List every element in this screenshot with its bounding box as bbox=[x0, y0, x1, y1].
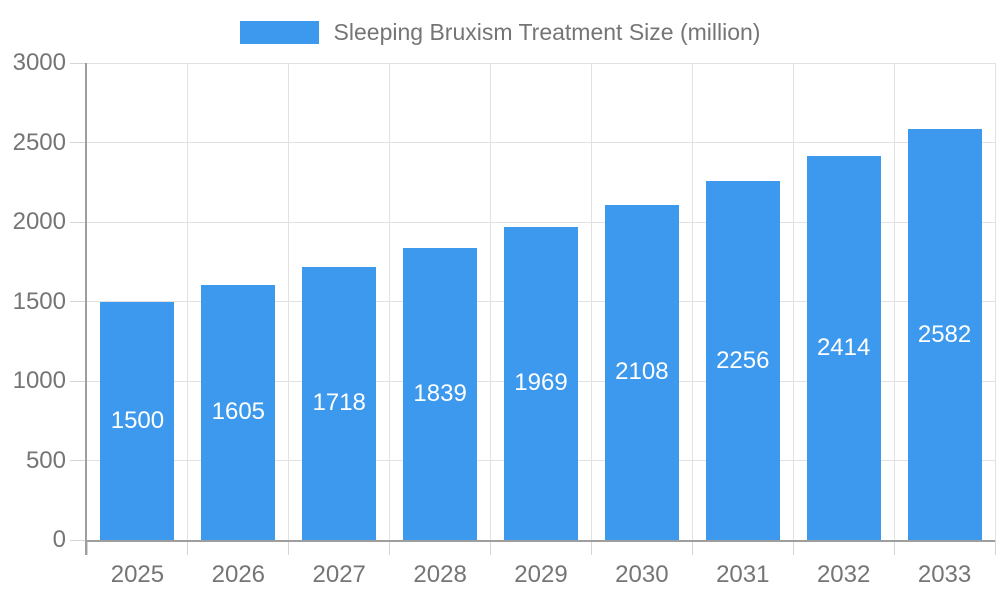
y-axis-tick bbox=[70, 380, 87, 382]
x-axis-label: 2027 bbox=[312, 561, 366, 588]
bar bbox=[604, 204, 679, 540]
bar bbox=[806, 156, 881, 540]
bar-value-label: 1839 bbox=[413, 379, 467, 407]
x-axis-label: 2028 bbox=[413, 561, 467, 588]
x-axis-tick bbox=[691, 540, 693, 555]
bar-value-label: 2414 bbox=[816, 334, 871, 362]
x-gridline bbox=[792, 63, 794, 540]
legend-swatch bbox=[239, 20, 319, 44]
bar bbox=[201, 284, 276, 540]
bar-value-label: 2582 bbox=[917, 320, 972, 348]
x-gridline bbox=[994, 63, 996, 540]
bar bbox=[100, 301, 175, 540]
x-axis-tick bbox=[288, 540, 290, 555]
x-axis-tick bbox=[490, 540, 492, 555]
y-axis-label: 3000 bbox=[12, 49, 66, 76]
y-axis-tick bbox=[70, 142, 87, 143]
x-gridline bbox=[590, 63, 592, 540]
x-axis-label: 2030 bbox=[615, 561, 669, 588]
bar-value-label: 1500 bbox=[110, 406, 165, 434]
y-axis-label: 1000 bbox=[12, 367, 66, 394]
x-axis-label: 2025 bbox=[110, 561, 165, 588]
y-axis-label: 500 bbox=[25, 446, 66, 474]
y-axis-tick bbox=[70, 62, 87, 64]
y-axis-tick bbox=[70, 221, 87, 223]
bar bbox=[907, 129, 982, 540]
x-axis-label: 2029 bbox=[514, 561, 568, 588]
x-gridline bbox=[691, 63, 693, 540]
x-axis-tick bbox=[389, 540, 391, 555]
x-gridline bbox=[187, 63, 189, 540]
bar bbox=[302, 266, 377, 540]
x-axis-tick bbox=[994, 540, 996, 555]
x-axis-tick bbox=[590, 540, 592, 555]
x-gridline bbox=[288, 63, 290, 540]
bar bbox=[403, 247, 478, 540]
bar-value-label: 2256 bbox=[716, 346, 770, 374]
x-gridline bbox=[490, 63, 492, 540]
y-axis-label: 1500 bbox=[12, 287, 66, 315]
chart-legend: Sleeping Bruxism Treatment Size (million… bbox=[0, 18, 1000, 46]
x-axis-tick bbox=[187, 540, 189, 555]
bar-value-label: 1969 bbox=[514, 369, 568, 397]
x-axis-tick bbox=[893, 540, 895, 555]
y-axis-line bbox=[85, 63, 87, 555]
x-axis-label: 2031 bbox=[716, 561, 770, 588]
bar bbox=[504, 226, 578, 540]
y-axis-label: 2000 bbox=[12, 208, 66, 235]
x-gridline bbox=[893, 63, 895, 540]
x-axis-label: 2033 bbox=[917, 561, 972, 588]
y-gridline bbox=[87, 142, 995, 143]
x-axis-tick bbox=[86, 540, 88, 555]
y-axis-label: 0 bbox=[52, 526, 66, 553]
y-axis-tick bbox=[70, 460, 87, 461]
x-gridline bbox=[389, 63, 391, 540]
y-axis-tick bbox=[70, 539, 87, 541]
y-axis-tick bbox=[70, 301, 87, 302]
bar-value-label: 2108 bbox=[615, 358, 669, 386]
y-axis-label: 2500 bbox=[12, 128, 66, 156]
x-axis-label: 2032 bbox=[816, 561, 871, 588]
bar-value-label: 1605 bbox=[211, 398, 266, 426]
y-gridline bbox=[87, 62, 995, 64]
x-axis-line bbox=[87, 540, 995, 542]
x-axis-label: 2026 bbox=[211, 561, 266, 588]
x-axis-tick bbox=[792, 540, 794, 555]
bar-value-label: 1718 bbox=[312, 389, 366, 417]
y-gridline bbox=[87, 221, 995, 223]
bar bbox=[705, 181, 780, 540]
legend-label: Sleeping Bruxism Treatment Size (million… bbox=[333, 19, 761, 45]
